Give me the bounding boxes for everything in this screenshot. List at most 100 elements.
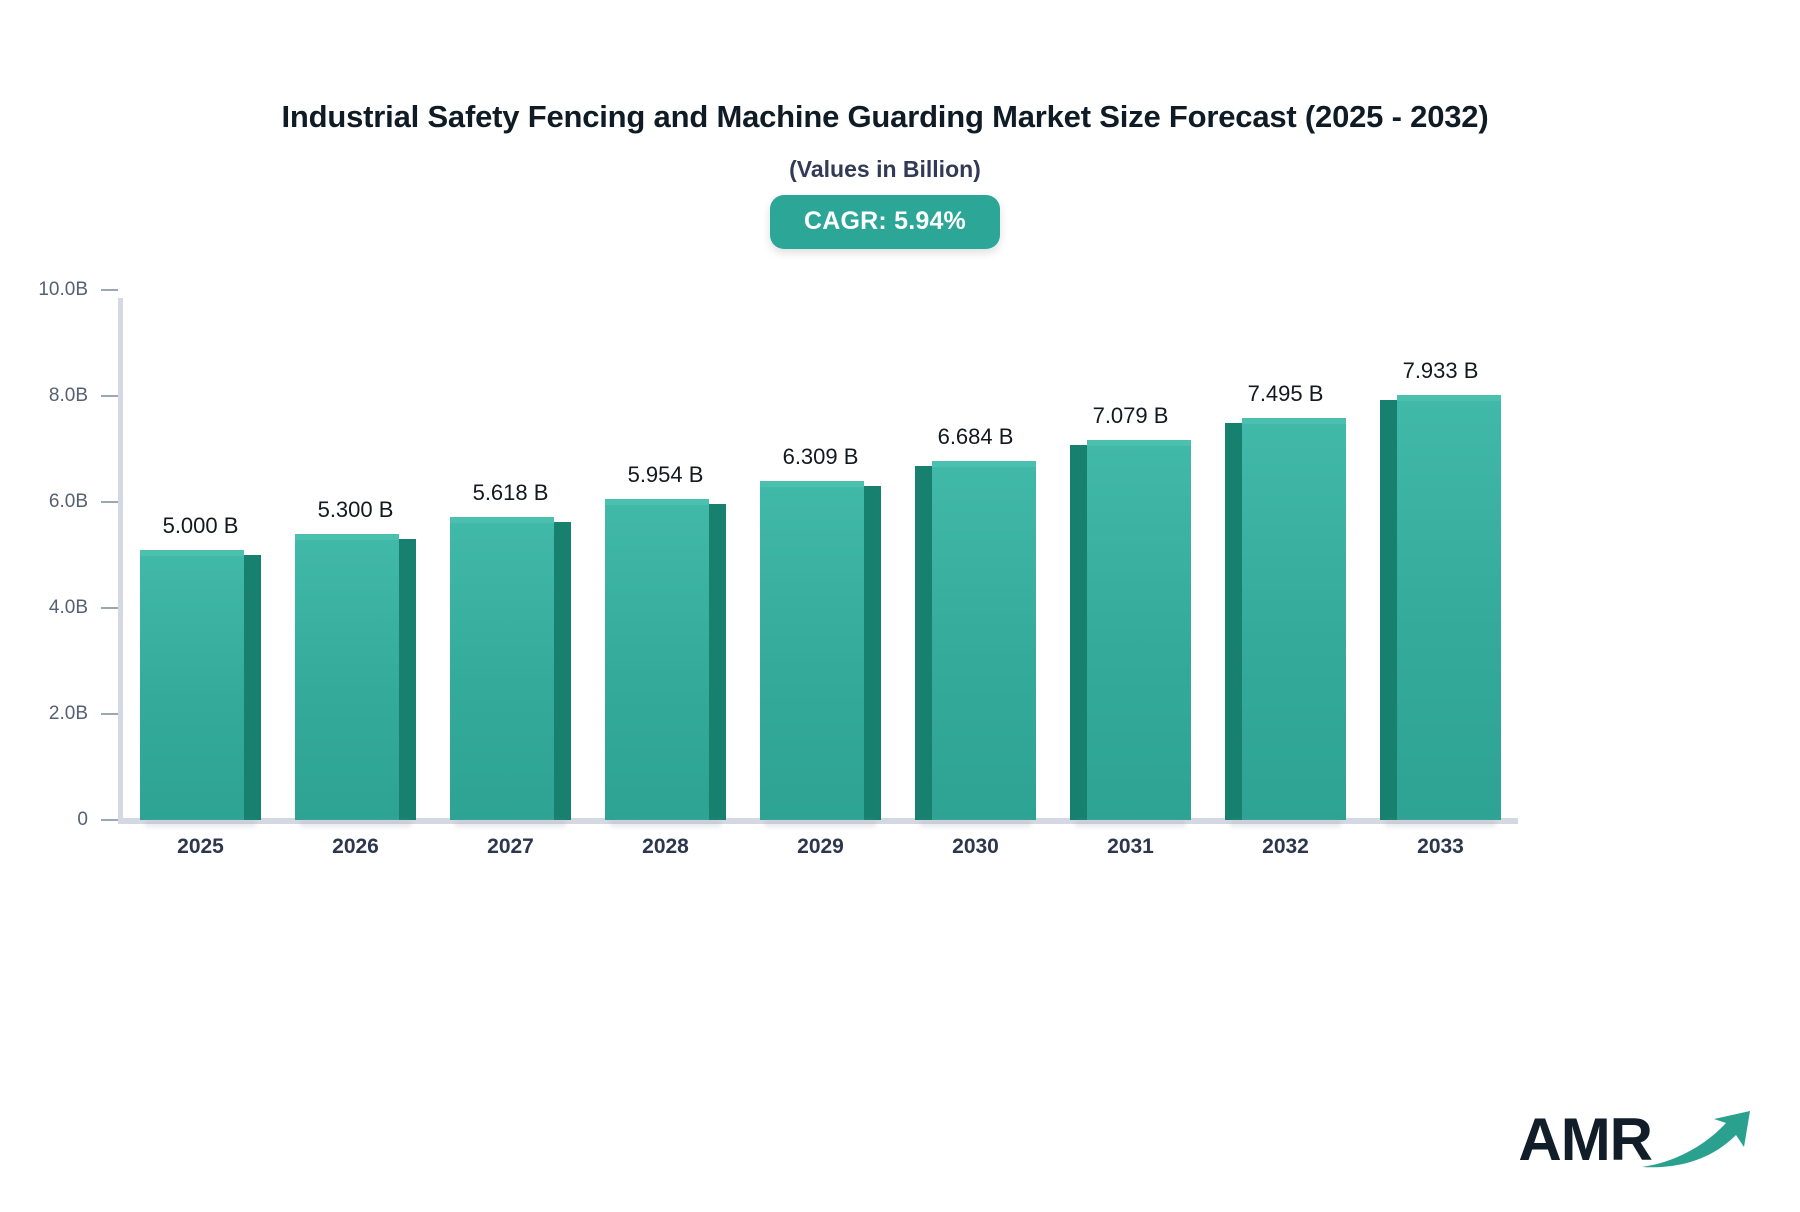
y-axis-tick-label: 6.0B [48, 491, 88, 512]
bar-side-face [1380, 399, 1397, 820]
bar-column[interactable]: 5.300 B [278, 290, 433, 827]
bar-side-face [399, 539, 416, 820]
bar-shadow [1074, 820, 1187, 827]
bar-shape [1225, 417, 1346, 827]
bar-shadow [609, 820, 722, 827]
amr-logo: AMR [1518, 1109, 1758, 1170]
bar-front-face [140, 555, 244, 820]
bar-value-label: 6.684 B [937, 423, 1014, 449]
y-axis-tick-label: 10.0B [38, 279, 88, 300]
x-axis-labels: 2025 2026 2027 2028 2029 2030 2031 2032 2033 [123, 835, 1518, 859]
bar-shadow [299, 820, 412, 827]
bar-side-face [1225, 422, 1242, 820]
bar-column[interactable]: 5.954 B [588, 290, 743, 827]
bar-shadow [1384, 820, 1497, 827]
bar-shadow [1229, 820, 1342, 827]
y-axis-tick-label: 0 [77, 809, 88, 830]
y-axis-tick-mark [101, 395, 118, 397]
bar-shape [1070, 439, 1191, 827]
x-axis-label: 2026 [332, 835, 379, 858]
bar-value-label: 5.954 B [627, 462, 704, 488]
bar-side-face [915, 465, 932, 820]
bar-side-face [864, 485, 881, 820]
x-axis-label: 2027 [487, 835, 534, 858]
bar-column[interactable]: 5.618 B [433, 290, 588, 827]
y-axis-tick: 6.0B [48, 491, 118, 512]
y-axis-tick: 4.0B [48, 597, 118, 618]
y-axis-tick-label: 2.0B [48, 703, 88, 724]
bar-top-face [1086, 439, 1191, 446]
bar-value-label: 6.309 B [782, 443, 859, 469]
bar-value-label: 5.300 B [317, 497, 394, 523]
y-axis-tick: 2.0B [48, 703, 118, 724]
bar-value-label: 7.495 B [1247, 380, 1324, 406]
bar-value-label: 7.079 B [1092, 402, 1169, 428]
bar-column[interactable]: 6.309 B [743, 290, 898, 827]
y-axis-tick-mark [101, 607, 118, 609]
bar-front-face [1396, 399, 1501, 820]
bar-top-face [760, 480, 864, 487]
bar-top-face [931, 460, 1036, 467]
bar-value-label: 7.933 B [1402, 357, 1479, 383]
bar-side-face [709, 504, 726, 820]
bar-column[interactable]: 7.079 B [1053, 290, 1208, 827]
bar-side-face [244, 555, 261, 820]
x-axis-label: 2032 [1262, 835, 1309, 858]
x-axis-label: 2031 [1107, 835, 1154, 858]
x-axis-label: 2030 [952, 835, 999, 858]
bar-shadow [454, 820, 567, 827]
bar-series: 5.000 B 5.300 B 5.618 B 5.954 B 6.309 B 6.684… [123, 290, 1518, 827]
bar-shape [1380, 394, 1501, 827]
cagr-badge-container: CAGR: 5.94% [150, 195, 1620, 250]
bar-side-face [554, 522, 571, 820]
bar-shadow [764, 820, 877, 827]
bar-value-label: 5.618 B [472, 480, 549, 506]
bar-shape [605, 499, 726, 827]
x-axis-label: 2029 [797, 835, 844, 858]
chart-header: Industrial Safety Fencing and Machine Gu… [150, 95, 1620, 250]
bar-front-face [450, 522, 554, 820]
y-axis-tick-mark [101, 713, 118, 715]
bar-top-face [605, 499, 709, 506]
cagr-badge: CAGR: 5.94% [770, 195, 1000, 250]
y-axis-tick-mark [101, 819, 118, 821]
bar-top-face [450, 517, 554, 524]
growth-arrow-icon [1640, 1109, 1758, 1176]
bar-front-face [931, 465, 1036, 820]
bar-shape [760, 480, 881, 827]
page-title: Industrial Safety Fencing and Machine Gu… [281, 99, 1489, 134]
bar-column[interactable]: 5.000 B [123, 290, 278, 827]
x-axis-label: 2028 [642, 835, 689, 858]
y-axis-tick: 8.0B [48, 385, 118, 406]
x-axis-label: 2033 [1417, 835, 1464, 858]
bar-shape [295, 534, 416, 827]
y-axis-tick-label: 4.0B [48, 597, 88, 618]
bar-shape [915, 460, 1036, 827]
bar-shape [140, 550, 261, 827]
bar-front-face [1241, 422, 1346, 820]
bar-shadow [919, 820, 1032, 827]
bar-front-face [760, 485, 864, 820]
bar-front-face [295, 539, 399, 820]
bar-top-face [1241, 417, 1346, 424]
y-axis-tick-mark [101, 289, 118, 291]
bar-side-face [1070, 444, 1087, 820]
chart-subtitle: (Values in Billion) [789, 156, 981, 183]
y-axis-tick-mark [101, 501, 118, 503]
bar-front-face [1086, 444, 1191, 820]
bar-shadow [144, 820, 257, 827]
bar-shape [450, 517, 571, 827]
bar-top-face [295, 534, 399, 541]
y-axis-line [118, 298, 123, 822]
bar-top-face [140, 550, 244, 556]
y-axis-tick-label: 8.0B [48, 385, 88, 406]
logo-text: AMR [1518, 1106, 1653, 1173]
bar-column[interactable]: 7.933 B [1363, 290, 1518, 827]
bar-top-face [1396, 394, 1501, 401]
bar-column[interactable]: 6.684 B [898, 290, 1053, 827]
bar-column[interactable]: 7.495 B [1208, 290, 1363, 827]
bar-value-label: 5.000 B [162, 513, 239, 538]
bar-front-face [605, 504, 709, 820]
x-axis-line [118, 818, 1518, 824]
